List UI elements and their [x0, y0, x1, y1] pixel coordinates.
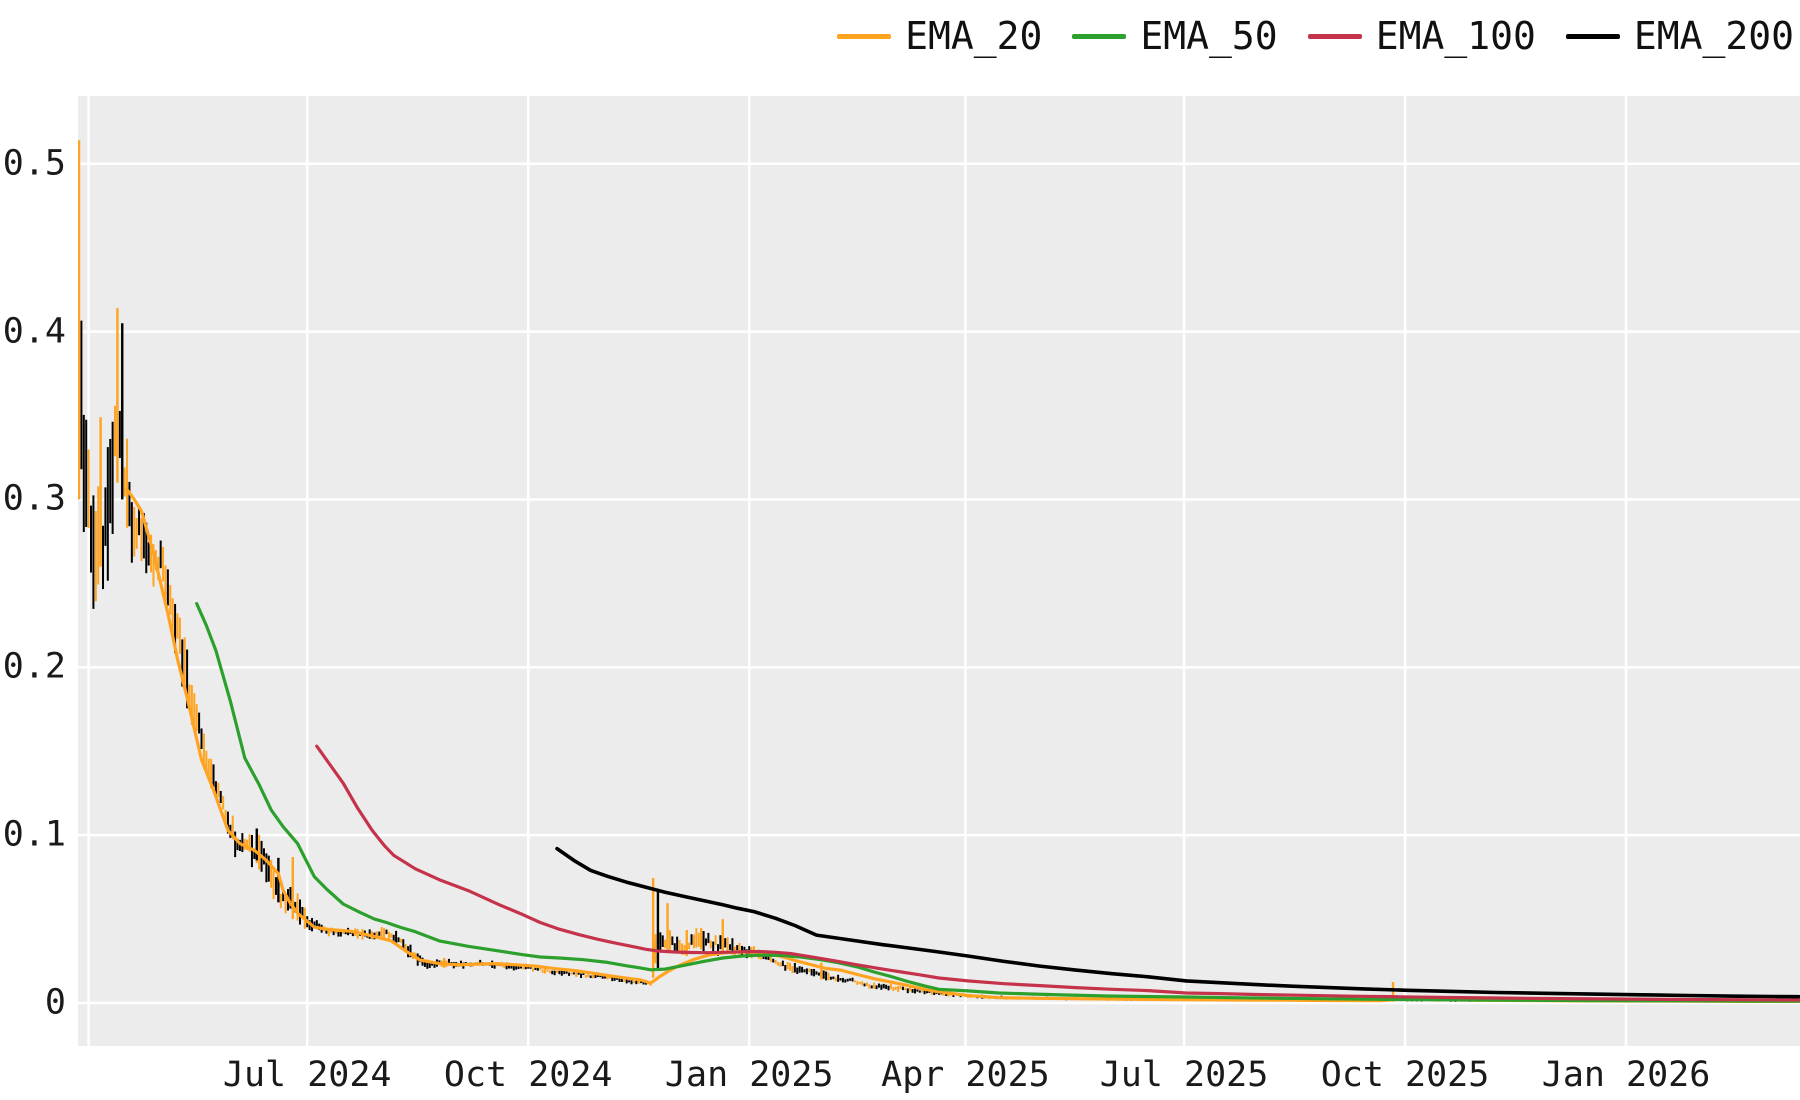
legend: EMA_20 EMA_50 EMA_100 EMA_200 [837, 14, 1794, 58]
y-tick-label: 0.1 [2, 814, 66, 855]
legend-line-ema-200-icon [1565, 33, 1620, 39]
y-tick-label: 0 [44, 982, 66, 1023]
x-tick-label: Oct 2024 [443, 1055, 613, 1095]
legend-line-ema-20-icon [837, 33, 892, 39]
x-tick-label: Jan 2026 [1541, 1055, 1711, 1095]
legend-item-ema-200: EMA_200 [1565, 14, 1794, 58]
x-tick-label: Jul 2024 [222, 1055, 392, 1095]
plot-area [78, 96, 1800, 1046]
legend-label: EMA_200 [1633, 14, 1794, 58]
legend-item-ema-100: EMA_100 [1307, 14, 1536, 58]
ema-100-line [315, 744, 1800, 1002]
x-tick-label: Apr 2025 [881, 1055, 1050, 1095]
legend-label: EMA_100 [1375, 14, 1536, 58]
legend-item-ema-50: EMA_50 [1072, 14, 1278, 58]
legend-label: EMA_20 [905, 14, 1043, 58]
ema-20-line [125, 487, 1800, 1003]
x-tick-label: Oct 2025 [1320, 1055, 1490, 1095]
legend-line-ema-100-icon [1307, 33, 1362, 39]
y-tick-label: 0.2 [2, 646, 66, 687]
legend-line-ema-50-icon [1072, 33, 1127, 39]
legend-item-ema-20: EMA_20 [837, 14, 1042, 58]
legend-label: EMA_50 [1140, 14, 1278, 58]
x-tick-label: Jul 2025 [1099, 1055, 1269, 1095]
x-tick-label: Jan 2025 [664, 1055, 834, 1095]
ema-200-line [555, 846, 1800, 999]
y-tick-label: 0.4 [2, 311, 66, 352]
y-tick-label: 0.3 [2, 478, 66, 519]
gridlines [78, 96, 1800, 1046]
y-tick-label: 0.5 [2, 143, 66, 184]
ema-50-line [195, 602, 1800, 1003]
